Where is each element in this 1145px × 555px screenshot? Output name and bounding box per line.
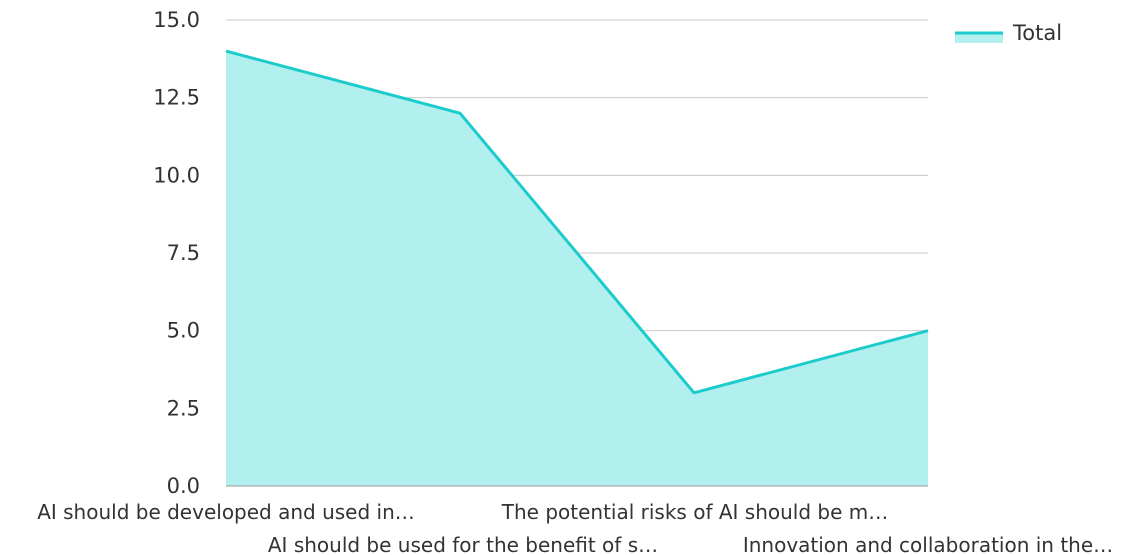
area-layer: [226, 51, 928, 487]
legend[interactable]: Total: [955, 21, 1062, 45]
series-line-total: [225, 49, 929, 395]
line-layer: [225, 49, 929, 395]
x-category-label: AI should be developed and used in…: [37, 500, 415, 524]
x-category-label: Innovation and collaboration in the…: [743, 533, 1113, 555]
legend-swatch-total: [955, 33, 1003, 43]
legend-label-total: Total: [1012, 21, 1062, 45]
x-category-label: AI should be used for the benefit of s…: [268, 533, 658, 555]
y-tick-label: 0.0: [167, 474, 200, 498]
y-tick-label: 15.0: [153, 8, 200, 32]
y-tick-label: 7.5: [167, 241, 200, 265]
area-fill-total: [226, 51, 928, 487]
y-tick-label: 2.5: [167, 396, 200, 420]
x-category-label: The potential risks of AI should be m…: [501, 500, 888, 524]
y-tick-label: 5.0: [167, 319, 200, 343]
x-tick-labels: AI should be developed and used in… AI sh…: [37, 500, 1113, 555]
y-tick-labels: 0.0 2.5 5.0 7.5 10.0 12.5 15.0: [153, 8, 200, 498]
y-tick-label: 12.5: [153, 86, 200, 110]
y-tick-label: 10.0: [153, 163, 200, 187]
